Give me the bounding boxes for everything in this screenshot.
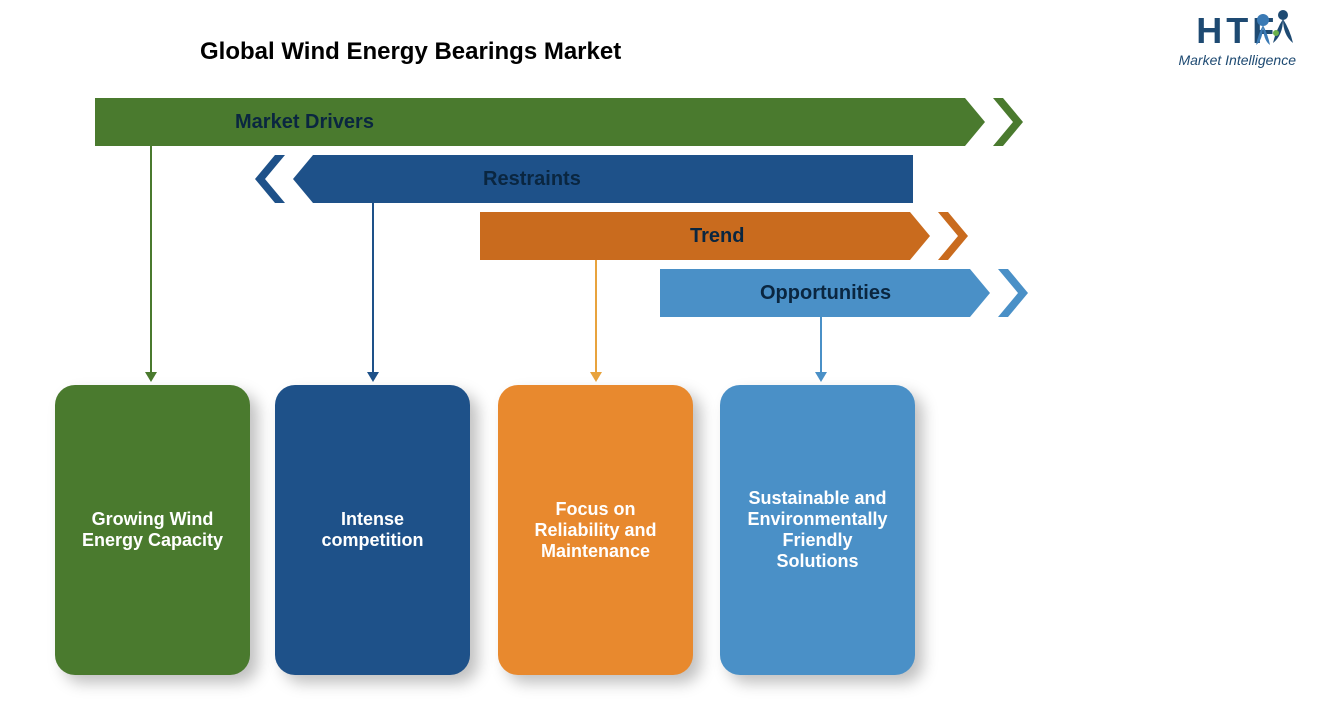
- chevron-right-icon: [970, 269, 990, 317]
- category-arrow-opportunities: Opportunities: [660, 269, 990, 317]
- detail-card: Focus on Reliability and Maintenance: [498, 385, 693, 675]
- card-text: Focus on Reliability and Maintenance: [518, 499, 673, 562]
- chevron-right-detached-icon: [938, 212, 968, 260]
- chevron-right-icon: [910, 212, 930, 260]
- chevron-right-detached-icon: [998, 269, 1028, 317]
- arrow-label: Opportunities: [660, 269, 970, 317]
- detail-card: Intense competition: [275, 385, 470, 675]
- category-arrow-restraints: Restraints: [265, 155, 913, 203]
- connector-arrowhead-icon: [815, 372, 827, 382]
- connector-arrowhead-icon: [590, 372, 602, 382]
- connector-arrowhead-icon: [145, 372, 157, 382]
- category-arrow-market-drivers: Market Drivers: [95, 98, 985, 146]
- htf-logo: HTF Market Intelligence: [1178, 10, 1296, 68]
- card-text: Growing Wind Energy Capacity: [75, 509, 230, 551]
- detail-card: Growing Wind Energy Capacity: [55, 385, 250, 675]
- arrow-label: Restraints: [313, 155, 913, 203]
- arrow-label: Market Drivers: [95, 98, 965, 146]
- chevron-right-detached-icon: [993, 98, 1023, 146]
- connector-line: [372, 203, 374, 374]
- chevron-right-icon: [965, 98, 985, 146]
- logo-people-icon: [1248, 5, 1298, 55]
- category-arrow-trend: Trend: [480, 212, 930, 260]
- arrow-label: Trend: [480, 212, 910, 260]
- page-title: Global Wind Energy Bearings Market: [200, 38, 621, 66]
- detail-card: Sustainable and Environmentally Friendly…: [720, 385, 915, 675]
- connector-arrowhead-icon: [367, 372, 379, 382]
- card-text: Sustainable and Environmentally Friendly…: [740, 488, 895, 572]
- connector-line: [595, 260, 597, 374]
- card-text: Intense competition: [295, 509, 450, 551]
- connector-line: [820, 317, 822, 374]
- chevron-left-icon: [293, 155, 313, 203]
- connector-line: [150, 146, 152, 374]
